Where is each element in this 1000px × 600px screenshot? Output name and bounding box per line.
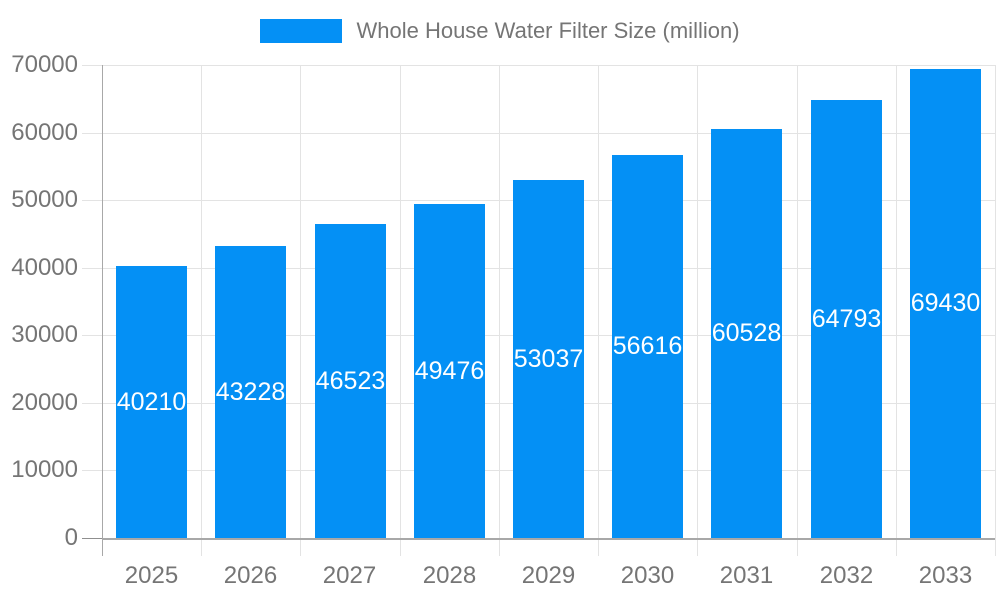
bar[interactable]: 43228 [215, 246, 286, 538]
y-axis-label: 60000 [11, 119, 78, 146]
bar[interactable]: 64793 [811, 100, 882, 538]
v-gridline [201, 65, 202, 556]
bar-value-label: 49476 [414, 356, 485, 385]
v-gridline [598, 65, 599, 556]
h-gridline [102, 133, 995, 134]
v-gridline [896, 65, 897, 556]
bar-value-label: 69430 [910, 289, 981, 317]
y-axis-tick [82, 403, 102, 404]
y-axis-label: 0 [64, 524, 78, 551]
x-axis-label: 2031 [719, 562, 774, 589]
x-axis-label: 2026 [223, 562, 278, 589]
y-axis-tick [82, 335, 102, 336]
h-gridline [102, 65, 995, 66]
bar[interactable]: 46523 [315, 224, 386, 538]
bar-value-label: 46523 [315, 366, 386, 395]
x-axis-label: 2032 [819, 562, 874, 589]
bar[interactable]: 49476 [414, 204, 485, 538]
bar[interactable]: 69430 [910, 69, 981, 538]
bar-value-label: 64793 [811, 304, 882, 333]
bar[interactable]: 56616 [612, 155, 683, 538]
v-gridline [499, 65, 500, 556]
y-axis-tick [82, 65, 102, 66]
v-gridline [400, 65, 401, 556]
bar[interactable]: 40210 [116, 266, 187, 538]
y-axis-label: 70000 [11, 51, 78, 78]
x-axis-baseline [102, 538, 995, 540]
legend-swatch [260, 19, 343, 43]
v-gridline [300, 65, 301, 556]
y-axis-label: 20000 [11, 389, 78, 416]
bar-value-label: 56616 [612, 332, 683, 360]
x-axis-label: 2029 [521, 562, 576, 589]
y-axis-label: 30000 [11, 321, 78, 348]
bar-value-label: 53037 [513, 344, 584, 373]
bar[interactable]: 60528 [711, 129, 782, 538]
x-axis-label: 2027 [322, 562, 377, 589]
v-gridline [797, 65, 798, 556]
x-axis-label: 2025 [124, 562, 179, 589]
y-axis-tick [82, 470, 102, 471]
legend-label: Whole House Water Filter Size (million) [356, 18, 740, 43]
chart-legend: Whole House Water Filter Size (million) [0, 19, 1000, 43]
v-gridline [995, 65, 996, 556]
y-axis-tick [82, 538, 102, 539]
y-axis-label: 10000 [11, 456, 78, 483]
bar-value-label: 40210 [116, 387, 187, 416]
x-axis-label: 2028 [422, 562, 477, 589]
y-axis-tick [82, 133, 102, 134]
y-axis-line [102, 65, 103, 556]
bar[interactable]: 53037 [513, 180, 584, 538]
y-axis-tick [82, 268, 102, 269]
x-axis-label: 2033 [918, 562, 973, 589]
bar-value-label: 43228 [215, 377, 286, 406]
bar-value-label: 60528 [711, 319, 782, 347]
x-axis-label: 2030 [620, 562, 675, 589]
y-axis-label: 40000 [11, 254, 78, 281]
y-axis-tick [82, 200, 102, 201]
v-gridline [697, 65, 698, 556]
y-axis-label: 50000 [11, 186, 78, 213]
